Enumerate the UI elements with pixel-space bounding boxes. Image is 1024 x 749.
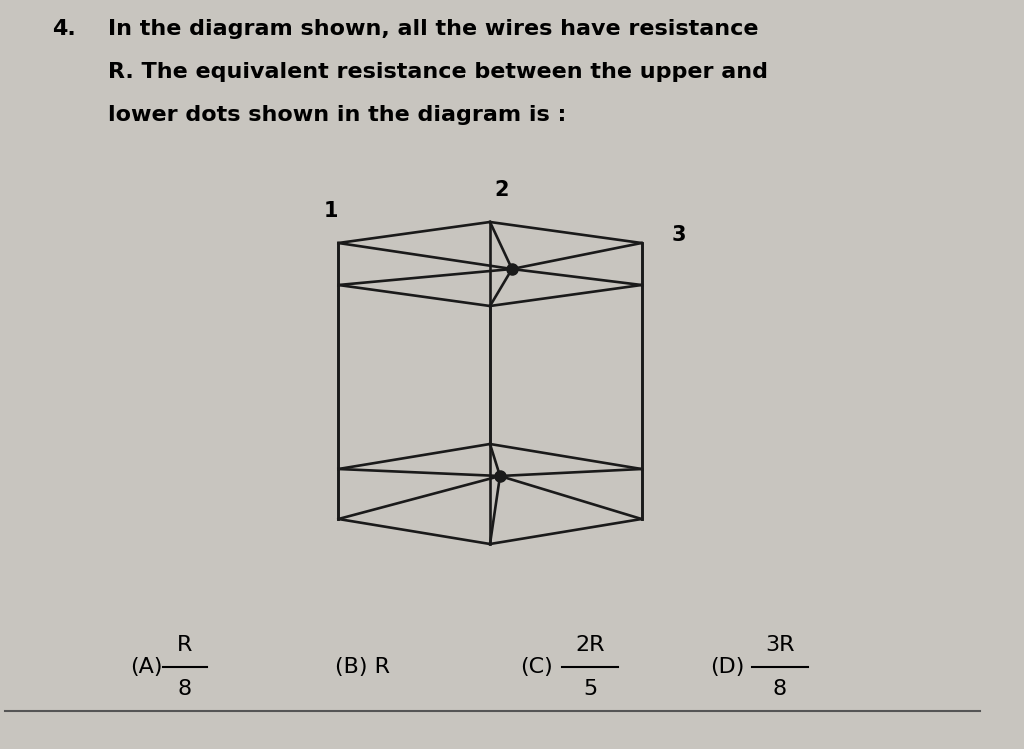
Text: (C): (C) [520, 657, 553, 677]
Text: 4.: 4. [52, 19, 76, 39]
Text: 2: 2 [495, 180, 509, 200]
Text: 1: 1 [324, 201, 338, 221]
Text: R: R [177, 635, 193, 655]
Text: (B) R: (B) R [335, 657, 390, 677]
Text: lower dots shown in the diagram is :: lower dots shown in the diagram is : [108, 105, 566, 125]
Text: 2R: 2R [575, 635, 605, 655]
Text: (D): (D) [710, 657, 744, 677]
Text: 8: 8 [773, 679, 787, 699]
Text: R. The equivalent resistance between the upper and: R. The equivalent resistance between the… [108, 62, 768, 82]
Text: 3: 3 [672, 225, 686, 245]
Text: In the diagram shown, all the wires have resistance: In the diagram shown, all the wires have… [108, 19, 759, 39]
Text: 5: 5 [583, 679, 597, 699]
Text: 8: 8 [178, 679, 193, 699]
Text: 3R: 3R [765, 635, 795, 655]
Text: (A): (A) [130, 657, 163, 677]
